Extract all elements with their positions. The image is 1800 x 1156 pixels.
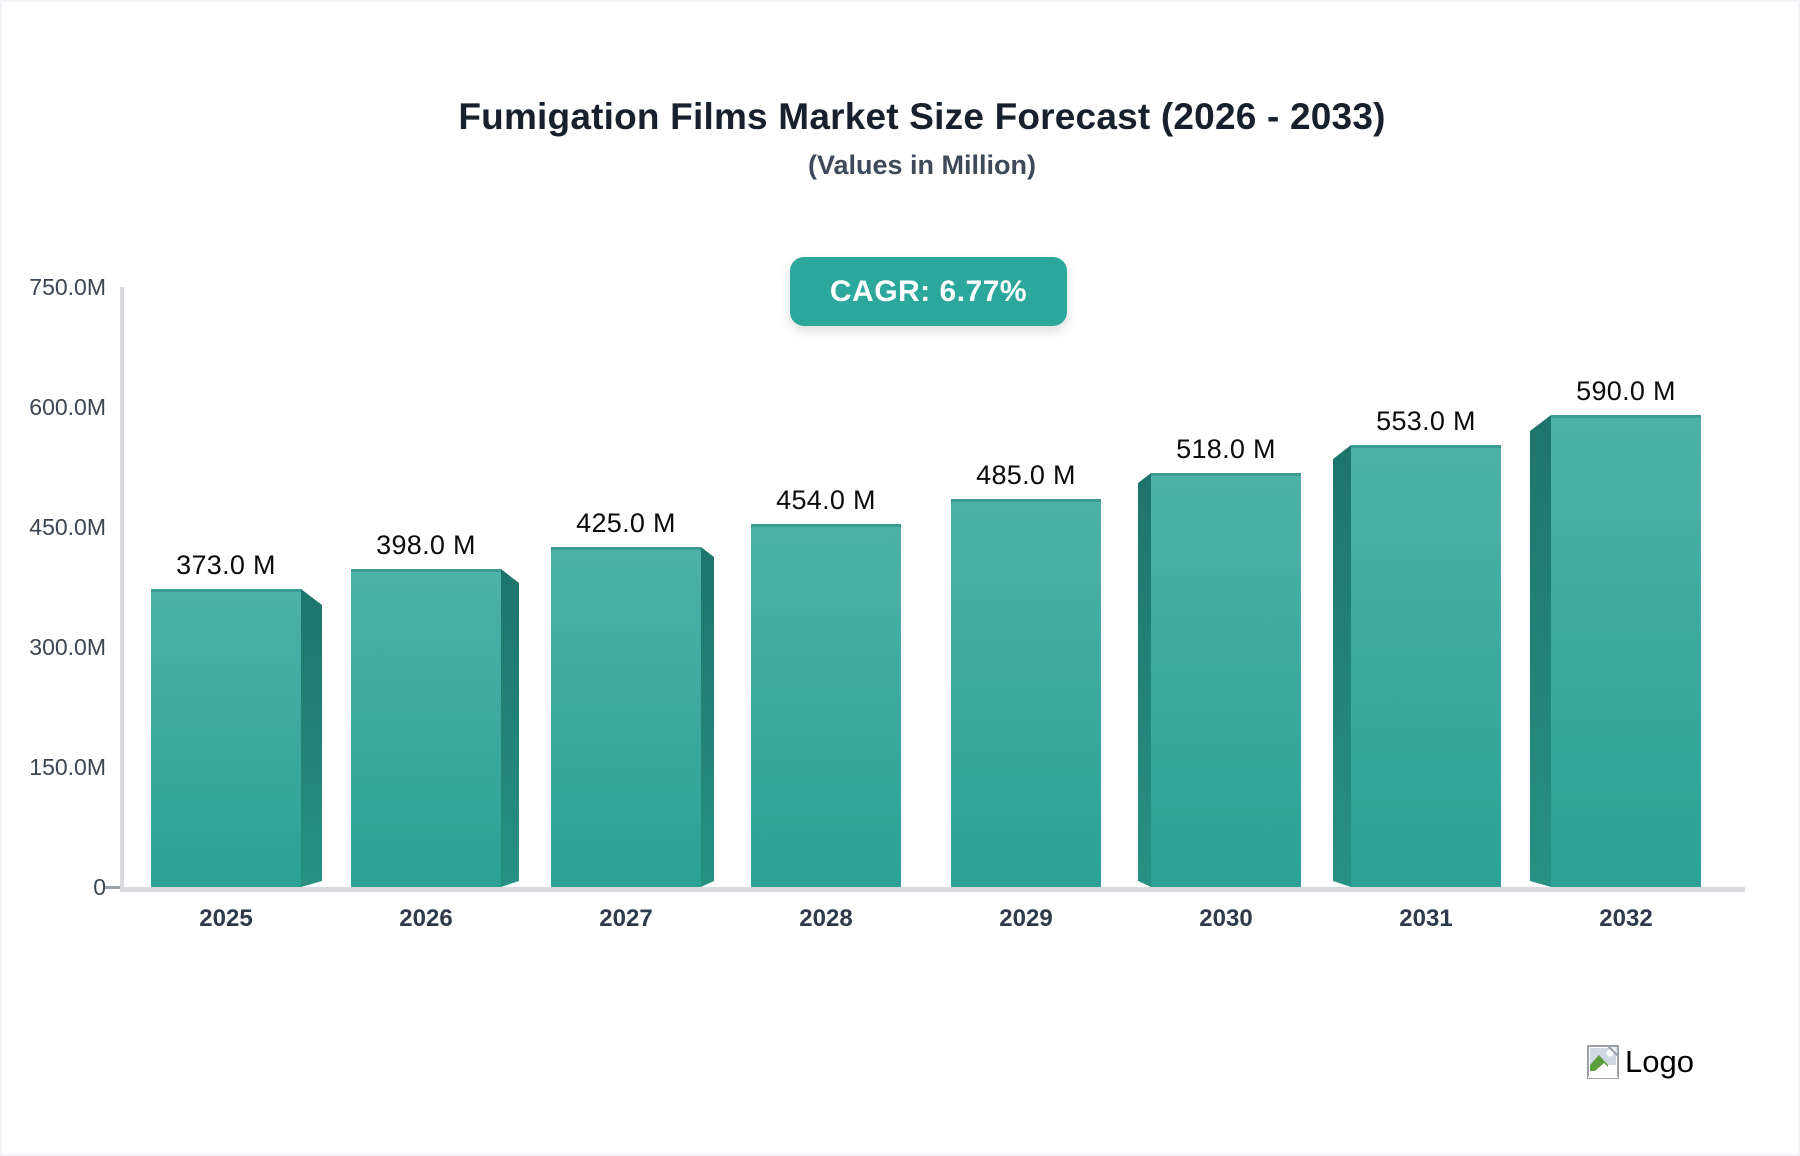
y-tick-label: 750.0M	[29, 274, 106, 300]
x-category-label: 2026	[399, 905, 453, 932]
chart-title: Fumigation Films Market Size Forecast (2…	[458, 96, 1386, 137]
bar-2032[interactable]	[1551, 415, 1701, 887]
cagr-badge-label: CAGR: 6.77%	[829, 274, 1028, 308]
bar-2027[interactable]	[551, 547, 701, 887]
x-category-label: 2031	[1399, 905, 1453, 932]
x-category-label: 2025	[199, 905, 253, 932]
bar-2026[interactable]	[351, 569, 501, 887]
bar-value-label: 485.0 M	[976, 460, 1076, 490]
x-category-label: 2032	[1599, 905, 1653, 932]
y-tick-label: 150.0M	[29, 754, 106, 780]
bar-side	[1530, 415, 1551, 887]
y-axis-line	[120, 287, 124, 887]
x-category-label: 2027	[599, 905, 653, 932]
x-category-label: 2028	[799, 905, 853, 932]
bar-value-label: 425.0 M	[576, 508, 676, 538]
bar-value-label: 398.0 M	[376, 530, 476, 560]
x-category-label: 2030	[1199, 905, 1253, 932]
bar-2031[interactable]	[1351, 445, 1501, 887]
bar-2030[interactable]	[1151, 473, 1301, 887]
y-tick-label: 300.0M	[29, 634, 106, 660]
x-axis-line	[120, 887, 1745, 892]
cagr-badge: CAGR: 6.77%	[790, 257, 1067, 326]
bar-side	[701, 547, 714, 887]
broken-image-icon	[1587, 1045, 1619, 1079]
logo-text: Logo	[1625, 1044, 1694, 1079]
bar-value-label: 454.0 M	[776, 485, 876, 515]
bar-value-label: 590.0 M	[1576, 376, 1676, 406]
bar-value-label: 553.0 M	[1376, 406, 1476, 436]
y-tick-label: 0	[93, 874, 106, 900]
bar-value-label: 518.0 M	[1176, 434, 1276, 464]
x-category-label: 2029	[999, 905, 1053, 932]
bar-side	[501, 569, 519, 887]
zero-tick-mark	[105, 886, 120, 889]
logo-watermark: Logo	[1586, 1040, 1694, 1084]
bar-2025[interactable]	[151, 589, 301, 887]
bar-side	[1333, 445, 1351, 887]
chart-subtitle: (Values in Million)	[807, 150, 1037, 180]
bar-side	[1138, 473, 1151, 887]
bar-side	[301, 589, 322, 887]
y-tick-label: 600.0M	[29, 394, 106, 420]
y-tick-label: 450.0M	[29, 514, 106, 540]
bar-value-label: 373.0 M	[176, 550, 276, 580]
bar-2028[interactable]	[751, 524, 901, 887]
bar-2029[interactable]	[951, 499, 1101, 887]
